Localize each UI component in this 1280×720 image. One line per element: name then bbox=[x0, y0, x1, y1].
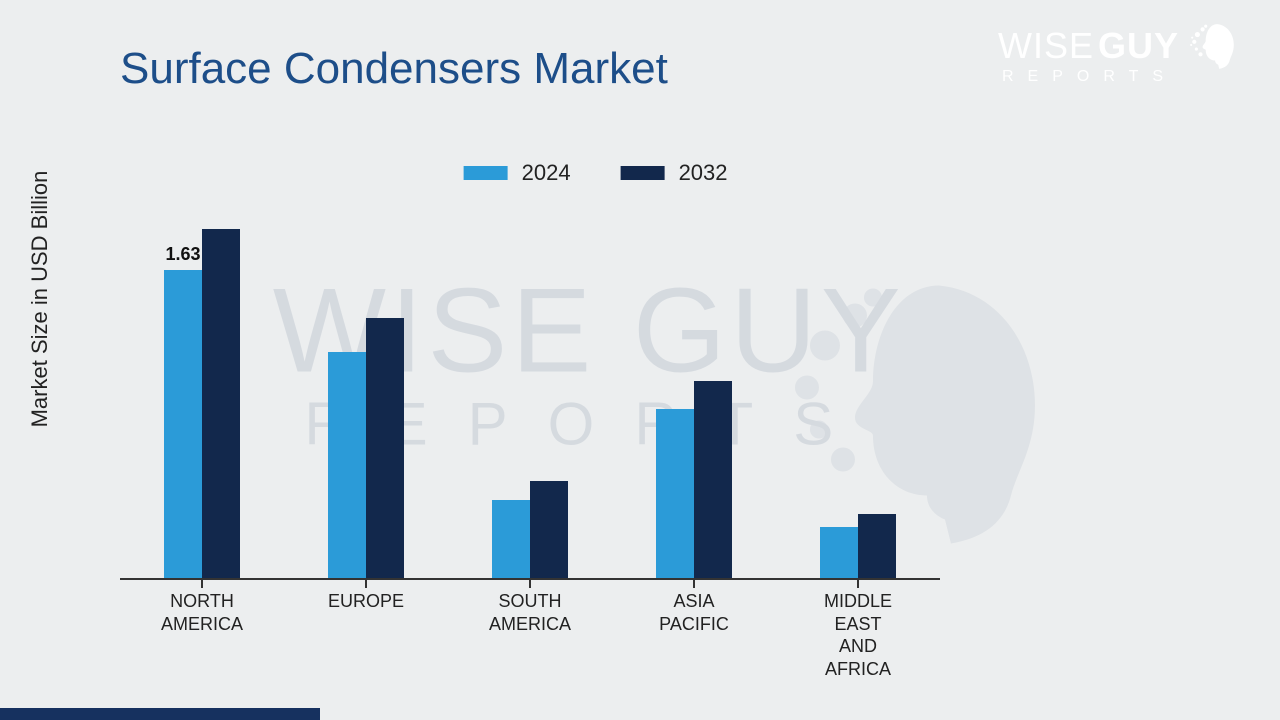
x-label: NORTHAMERICA bbox=[120, 580, 284, 700]
x-axis-labels: NORTHAMERICAEUROPESOUTHAMERICAASIAPACIFI… bbox=[120, 580, 940, 700]
stage: WISE GUY REPORTS Surface Condensers Mark… bbox=[0, 0, 1280, 720]
chart-title: Surface Condensers Market bbox=[120, 44, 668, 94]
bar-2032 bbox=[366, 318, 404, 580]
bar-2032 bbox=[202, 229, 240, 581]
legend: 2024 2032 bbox=[464, 160, 728, 186]
bar-group: 1.63 bbox=[120, 200, 284, 580]
bar-value-label: 1.63 bbox=[165, 244, 200, 265]
x-label: EUROPE bbox=[284, 580, 448, 700]
legend-label-2032: 2032 bbox=[679, 160, 728, 186]
x-label: SOUTHAMERICA bbox=[448, 580, 612, 700]
logo-wise: WISE bbox=[998, 25, 1094, 67]
logo-head-icon bbox=[1187, 20, 1239, 72]
bar-2024 bbox=[492, 500, 530, 580]
bottom-accent-bar bbox=[0, 708, 320, 720]
bar-group bbox=[448, 200, 612, 580]
chart: Market Size in USD Billion 2024 2032 1.6… bbox=[40, 160, 940, 700]
x-label: MIDDLEEASTANDAFRICA bbox=[776, 580, 940, 700]
legend-swatch-2024 bbox=[464, 166, 508, 180]
bar-2024 bbox=[328, 352, 366, 580]
logo-guy: GUY bbox=[1098, 25, 1179, 67]
bar-groups: 1.63 bbox=[120, 200, 940, 580]
bar-2024: 1.63 bbox=[164, 270, 202, 580]
plot-area: 1.63 bbox=[120, 200, 940, 580]
x-label: ASIAPACIFIC bbox=[612, 580, 776, 700]
bar-2032 bbox=[694, 381, 732, 581]
bar-2024 bbox=[820, 527, 858, 580]
bar-2032 bbox=[858, 514, 896, 581]
bar-group bbox=[776, 200, 940, 580]
legend-item-2032: 2032 bbox=[621, 160, 728, 186]
bar-group bbox=[612, 200, 776, 580]
legend-swatch-2032 bbox=[621, 166, 665, 180]
brand-logo: WISE GUY REPORTS bbox=[998, 20, 1258, 86]
bar-group bbox=[284, 200, 448, 580]
legend-label-2024: 2024 bbox=[522, 160, 571, 186]
y-axis-label: Market Size in USD Billion bbox=[27, 171, 53, 428]
bar-2024 bbox=[656, 409, 694, 580]
bar-2032 bbox=[530, 481, 568, 580]
legend-item-2024: 2024 bbox=[464, 160, 571, 186]
